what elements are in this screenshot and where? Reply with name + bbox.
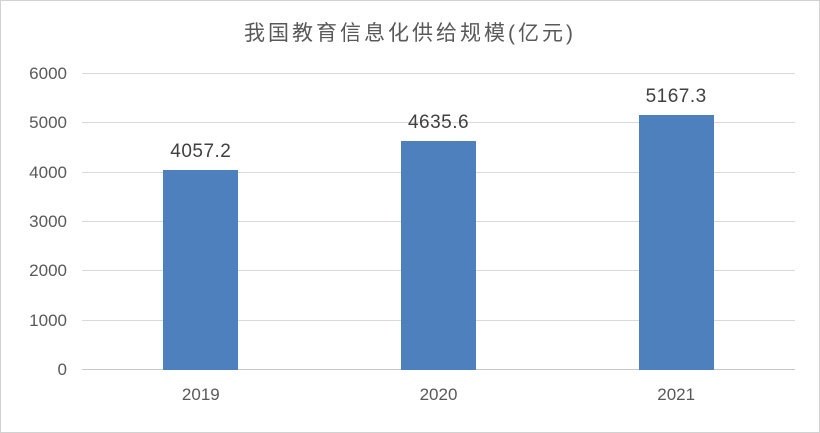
y-axis-tick-label: 4000 <box>29 162 67 182</box>
y-axis-tick-label: 5000 <box>29 113 67 133</box>
x-axis-tick-label-2020: 2020 <box>419 385 458 404</box>
x-axis-tick-label-2021: 2021 <box>657 385 696 404</box>
data-label-2020: 4635.6 <box>407 112 470 134</box>
y-axis-tick-label: 6000 <box>29 64 67 83</box>
y-axis-tick-label: 0 <box>57 360 67 379</box>
bar-2019 <box>163 169 239 370</box>
x-axis-tick-label-2019: 2019 <box>181 385 220 404</box>
y-axis-tick-label: 3000 <box>29 212 67 231</box>
chart-title: 我国教育信息化供给规模(亿元) <box>244 22 576 45</box>
y-axis-tick-label: 1000 <box>29 310 67 330</box>
y-axis-tick-label: 2000 <box>29 261 67 281</box>
plot-area: 4057.2 4635.6 5167.3 <box>82 73 795 370</box>
gridline <box>82 122 795 124</box>
gridline <box>82 73 795 74</box>
data-label-2019: 4057.2 <box>170 140 232 162</box>
data-label-2021: 5167.3 <box>645 86 707 108</box>
bar-2020 <box>401 141 476 370</box>
bar-2021 <box>638 115 714 370</box>
